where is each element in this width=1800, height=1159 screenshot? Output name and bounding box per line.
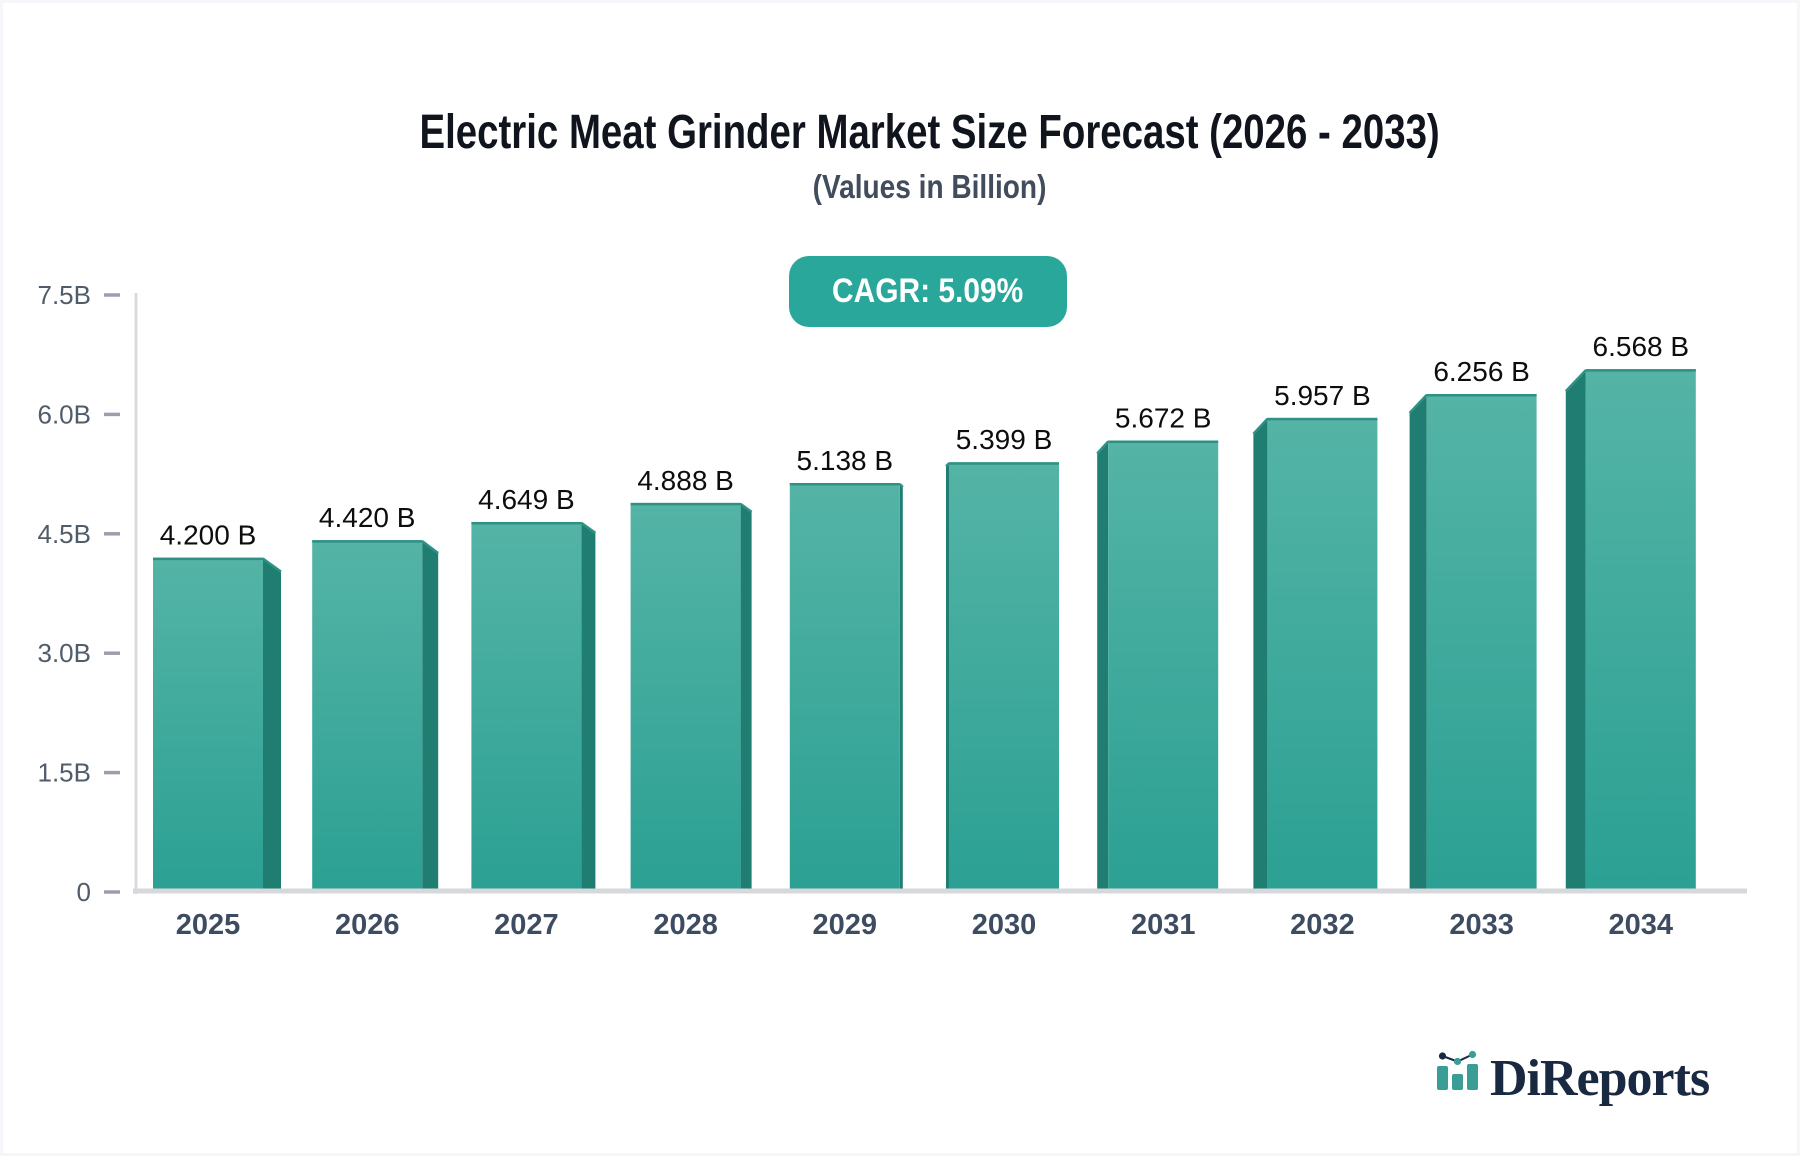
y-axis-tick-label: 6.0B <box>38 399 92 429</box>
bar-group-2026: 4.420 B 2026 <box>312 502 439 941</box>
bar-front-face <box>471 521 582 892</box>
bar-group-2027: 4.649 B 2027 <box>471 484 597 941</box>
x-axis-label: 2034 <box>1609 909 1674 941</box>
x-axis-label: 2030 <box>972 909 1037 941</box>
bar-side-top-edge <box>898 483 904 488</box>
page-title: Electric Meat Grinder Market Size Foreca… <box>30 109 1800 157</box>
bar-side-face <box>1097 440 1109 892</box>
bar-side-face <box>1409 394 1427 892</box>
cagr-badge: CAGR: 5.09% <box>789 256 1067 327</box>
bar-group-2025: 4.200 B 2025 <box>153 520 282 941</box>
page-title-text: Electric Meat Grinder Market Size Foreca… <box>419 106 1441 159</box>
bar-group-2031: 5.672 B 2031 <box>1096 403 1219 941</box>
bar-side-top-edge <box>421 540 439 555</box>
logo-bar-2 <box>1452 1074 1463 1090</box>
y-axis-tick-label: 7.5B <box>38 280 92 310</box>
bar-group-2034: 6.568 B 2034 <box>1564 331 1696 941</box>
y-axis-tick-label: 3.0B <box>38 638 92 668</box>
x-axis-label: 2031 <box>1131 909 1196 941</box>
bar-front-face <box>789 483 900 892</box>
x-axis-label: 2029 <box>813 909 878 941</box>
bar-value-label: 4.420 B <box>319 502 416 533</box>
bar-side-top-edge <box>262 557 282 573</box>
page-subtitle: (Values in Billion) <box>30 170 1800 203</box>
x-axis-label: 2033 <box>1449 909 1514 941</box>
bar-side-top-edge <box>580 521 597 534</box>
bar-value-label: 5.957 B <box>1274 380 1371 411</box>
bar-chart: 0 1.5B 3.0B 4.5B 6.0B 7.5B 4.200 B 2025 4.420 B 2… <box>38 280 1747 941</box>
x-axis-label: 2026 <box>335 909 400 941</box>
bar-group-2028: 4.888 B 2028 <box>630 465 753 941</box>
bar-front-face <box>1426 394 1537 892</box>
bar-side-face <box>263 557 281 892</box>
logo-dot-1 <box>1438 1052 1447 1060</box>
bar-value-label: 4.200 B <box>160 520 257 551</box>
bar-side-face <box>946 462 949 892</box>
y-axis-tick-label: 0 <box>77 877 91 907</box>
logo-bar-1 <box>1437 1066 1448 1090</box>
cagr-badge-label: CAGR: 5.09% <box>832 272 1024 310</box>
bar-side-face <box>1565 369 1586 892</box>
bar-group-2032: 5.957 B 2032 <box>1252 380 1378 941</box>
bar-front-face <box>1108 440 1219 892</box>
bar-group-2033: 6.256 B 2033 <box>1408 356 1537 941</box>
bar-front-face <box>630 502 741 892</box>
bar-front-face <box>1585 369 1696 892</box>
bar-front-face <box>949 462 1059 892</box>
page-subtitle-text: (Values in Billion) <box>813 168 1047 205</box>
bar-side-top-edge <box>1096 440 1110 455</box>
bar-side-face <box>581 521 596 892</box>
bar-front-face <box>153 557 263 892</box>
bar-chart-logo-icon <box>1437 1050 1478 1090</box>
bar-value-label: 6.256 B <box>1433 356 1530 387</box>
bar-value-label: 5.399 B <box>956 424 1053 455</box>
logo-dot-2 <box>1453 1057 1462 1066</box>
bar-side-top-edge <box>1564 369 1587 393</box>
bar-side-face <box>740 502 752 892</box>
brand-logo-text: DiReports <box>1490 1050 1710 1107</box>
bar-front-face <box>1267 417 1378 892</box>
brand-logo: DiReports <box>1433 1037 1710 1109</box>
y-axis-tick-label: 4.5B <box>38 519 92 549</box>
x-axis-label: 2025 <box>176 909 241 941</box>
bar-side-top-edge <box>1252 417 1269 435</box>
logo-dot-3 <box>1468 1050 1477 1059</box>
x-axis-label: 2027 <box>494 909 559 941</box>
logo-bar-3 <box>1467 1064 1478 1090</box>
bar-side-face <box>1253 417 1268 892</box>
bar-group-2029: 5.138 B 2029 <box>789 445 904 941</box>
x-axis-label: 2032 <box>1290 909 1355 941</box>
bar-value-label: 6.568 B <box>1593 331 1690 362</box>
bar-side-top-edge <box>739 502 753 513</box>
bar-front-face <box>312 540 423 892</box>
bar-value-label: 4.649 B <box>478 484 575 515</box>
x-axis-label: 2028 <box>653 909 718 941</box>
y-axis-tick-label: 1.5B <box>38 758 92 788</box>
bar-value-label: 5.138 B <box>797 445 894 476</box>
bar-value-label: 5.672 B <box>1115 403 1212 434</box>
bar-side-face <box>899 483 903 892</box>
bar-group-2030: 5.399 B 2030 <box>945 424 1059 941</box>
bar-value-label: 4.888 B <box>637 465 734 496</box>
bar-side-top-edge <box>945 462 950 468</box>
bar-side-face <box>422 540 439 892</box>
bar-side-top-edge <box>1408 394 1428 414</box>
